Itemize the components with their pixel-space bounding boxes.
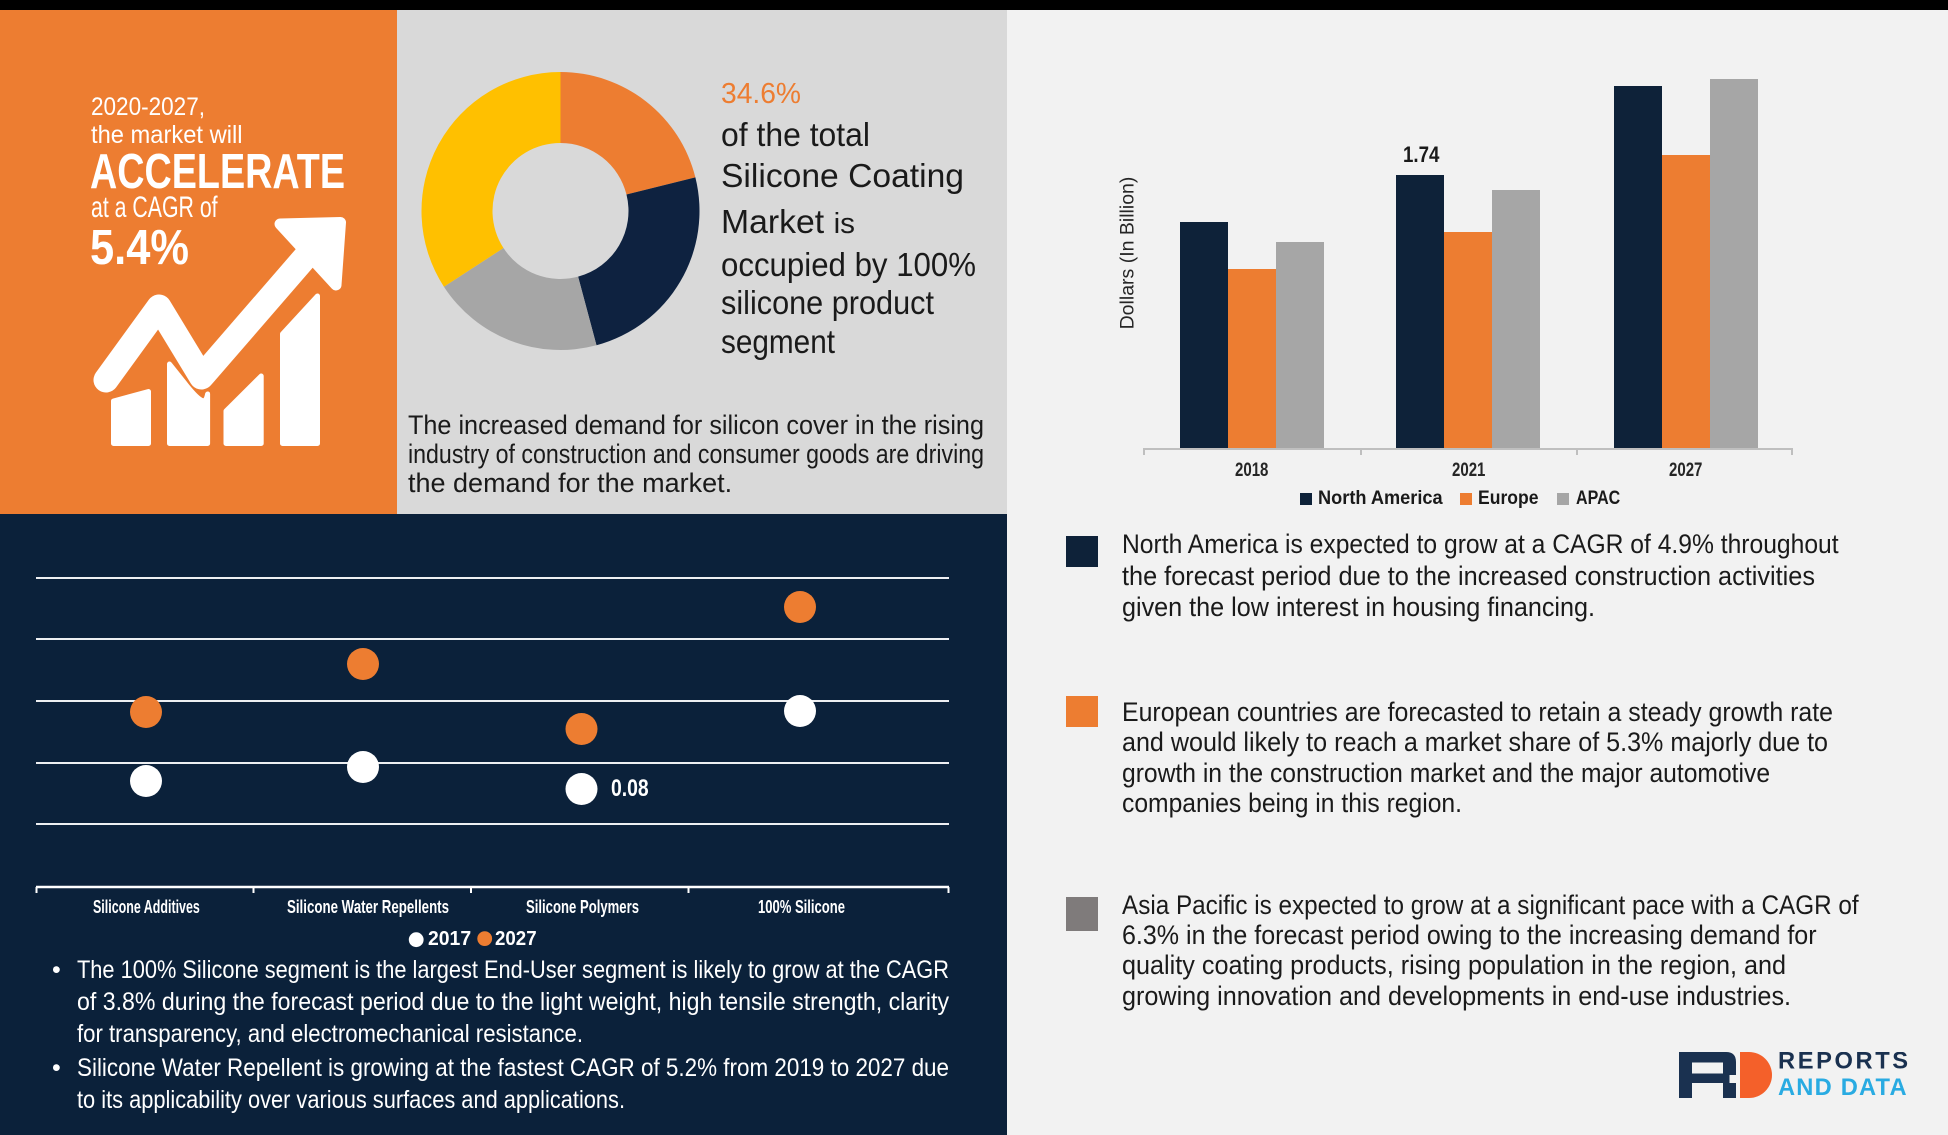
svg-text:AND DATA: AND DATA	[1778, 1075, 1908, 1101]
svg-text:REPORTS: REPORTS	[1778, 1052, 1911, 1075]
